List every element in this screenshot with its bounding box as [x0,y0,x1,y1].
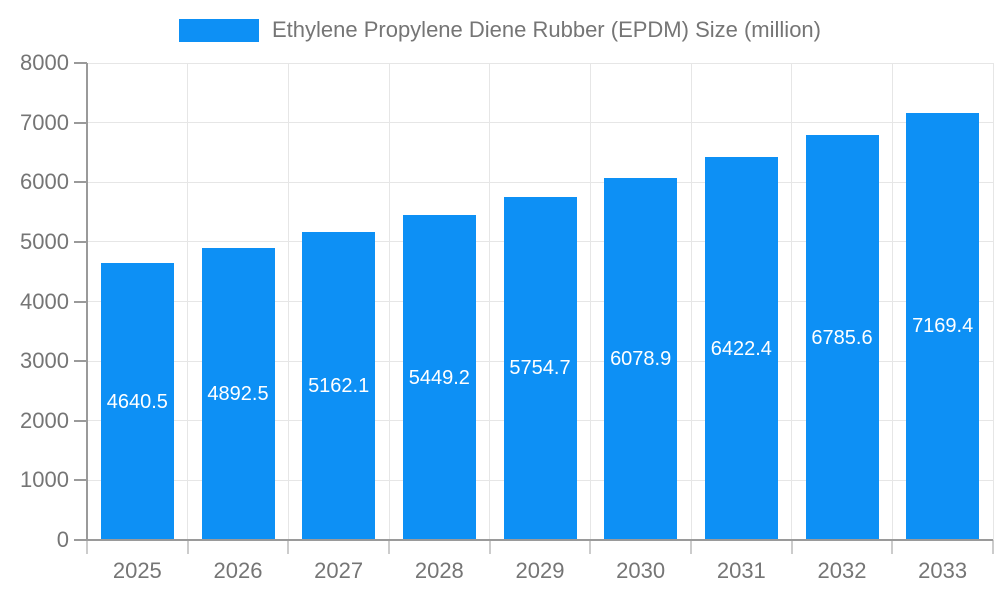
x-axis-tick-label: 2025 [112,558,162,583]
x-axis-tick-label: 2026 [213,558,263,583]
x-axis-line [74,539,993,541]
gridline-vertical [287,63,289,540]
bar-2025[interactable] [100,263,174,540]
gridline-vertical [589,63,591,540]
y-axis-tick [74,300,87,303]
y-axis-tick [74,121,87,124]
y-axis-tick [74,62,87,64]
gridline-horizontal [87,181,993,183]
x-axis-tick-label: 2029 [515,558,565,583]
legend-swatch [178,18,259,42]
bar-value-label: 4892.5 [207,383,269,406]
bar-2027[interactable] [302,232,376,540]
bar-2031[interactable] [704,157,778,540]
x-axis-tick [86,540,88,554]
x-axis-tick [690,540,692,554]
y-axis-line [86,63,88,540]
bar-2032[interactable] [805,135,879,540]
bar-2028[interactable] [402,215,476,540]
x-axis-tick-label: 2028 [414,558,464,583]
y-axis-tick-label: 5000 [20,228,69,254]
y-axis-tick [74,479,87,482]
x-axis-tick [488,540,491,554]
bar-2029[interactable] [503,196,577,540]
legend[interactable]: Ethylene Propylene Diene Rubber (EPDM) S… [0,17,1000,43]
x-axis-tick [992,540,994,554]
x-axis-tick [589,540,592,554]
y-axis-tick-label: 6000 [20,169,69,195]
gridline-vertical [992,63,994,540]
x-axis-tick-label: 2027 [314,558,364,583]
bar-value-label: 5162.1 [308,375,370,398]
gridline-vertical [187,63,189,540]
y-axis-tick-label: 3000 [20,348,69,374]
bar-value-label: 6078.9 [610,347,672,370]
y-axis-tick-label: 4000 [20,288,69,314]
y-axis-tick [74,360,87,363]
x-axis-tick-label: 2030 [616,558,666,583]
gridline-vertical [489,63,491,540]
bar-2030[interactable] [604,177,678,540]
x-axis-tick-label: 2033 [918,558,968,583]
gridline-vertical [388,63,390,540]
x-axis-tick-label: 2032 [817,558,867,583]
gridline-horizontal [87,122,993,124]
y-axis-tick-label: 8000 [20,50,69,75]
y-axis-tick [74,419,87,422]
legend-label: Ethylene Propylene Diene Rubber (EPDM) S… [271,17,821,42]
bar-2033[interactable] [906,112,980,540]
bar-value-label: 5449.2 [408,366,470,389]
gridline-vertical [690,63,692,540]
bar-value-label: 7169.4 [912,315,974,338]
bar-2026[interactable] [201,248,275,540]
bar-value-label: 5754.7 [509,357,571,380]
x-axis-tick [287,540,290,554]
y-axis-tick [74,181,87,184]
bar-value-label: 6422.4 [710,337,772,360]
gridline-horizontal [87,62,993,64]
y-axis-tick-label: 2000 [20,407,69,433]
y-axis-tick-label: 0 [56,527,69,552]
x-axis-tick-label: 2031 [716,558,766,583]
x-axis-tick [891,540,894,554]
y-axis-tick-label: 7000 [20,109,69,135]
x-axis-tick [186,540,189,554]
bar-value-label: 4640.5 [106,390,168,413]
x-axis-tick [388,540,390,554]
gridline-vertical [791,63,793,540]
y-axis-tick [74,240,87,243]
x-axis-tick [790,540,793,554]
gridline-vertical [891,63,893,540]
bar-value-label: 6785.6 [811,326,873,349]
y-axis-tick-label: 1000 [20,467,69,493]
